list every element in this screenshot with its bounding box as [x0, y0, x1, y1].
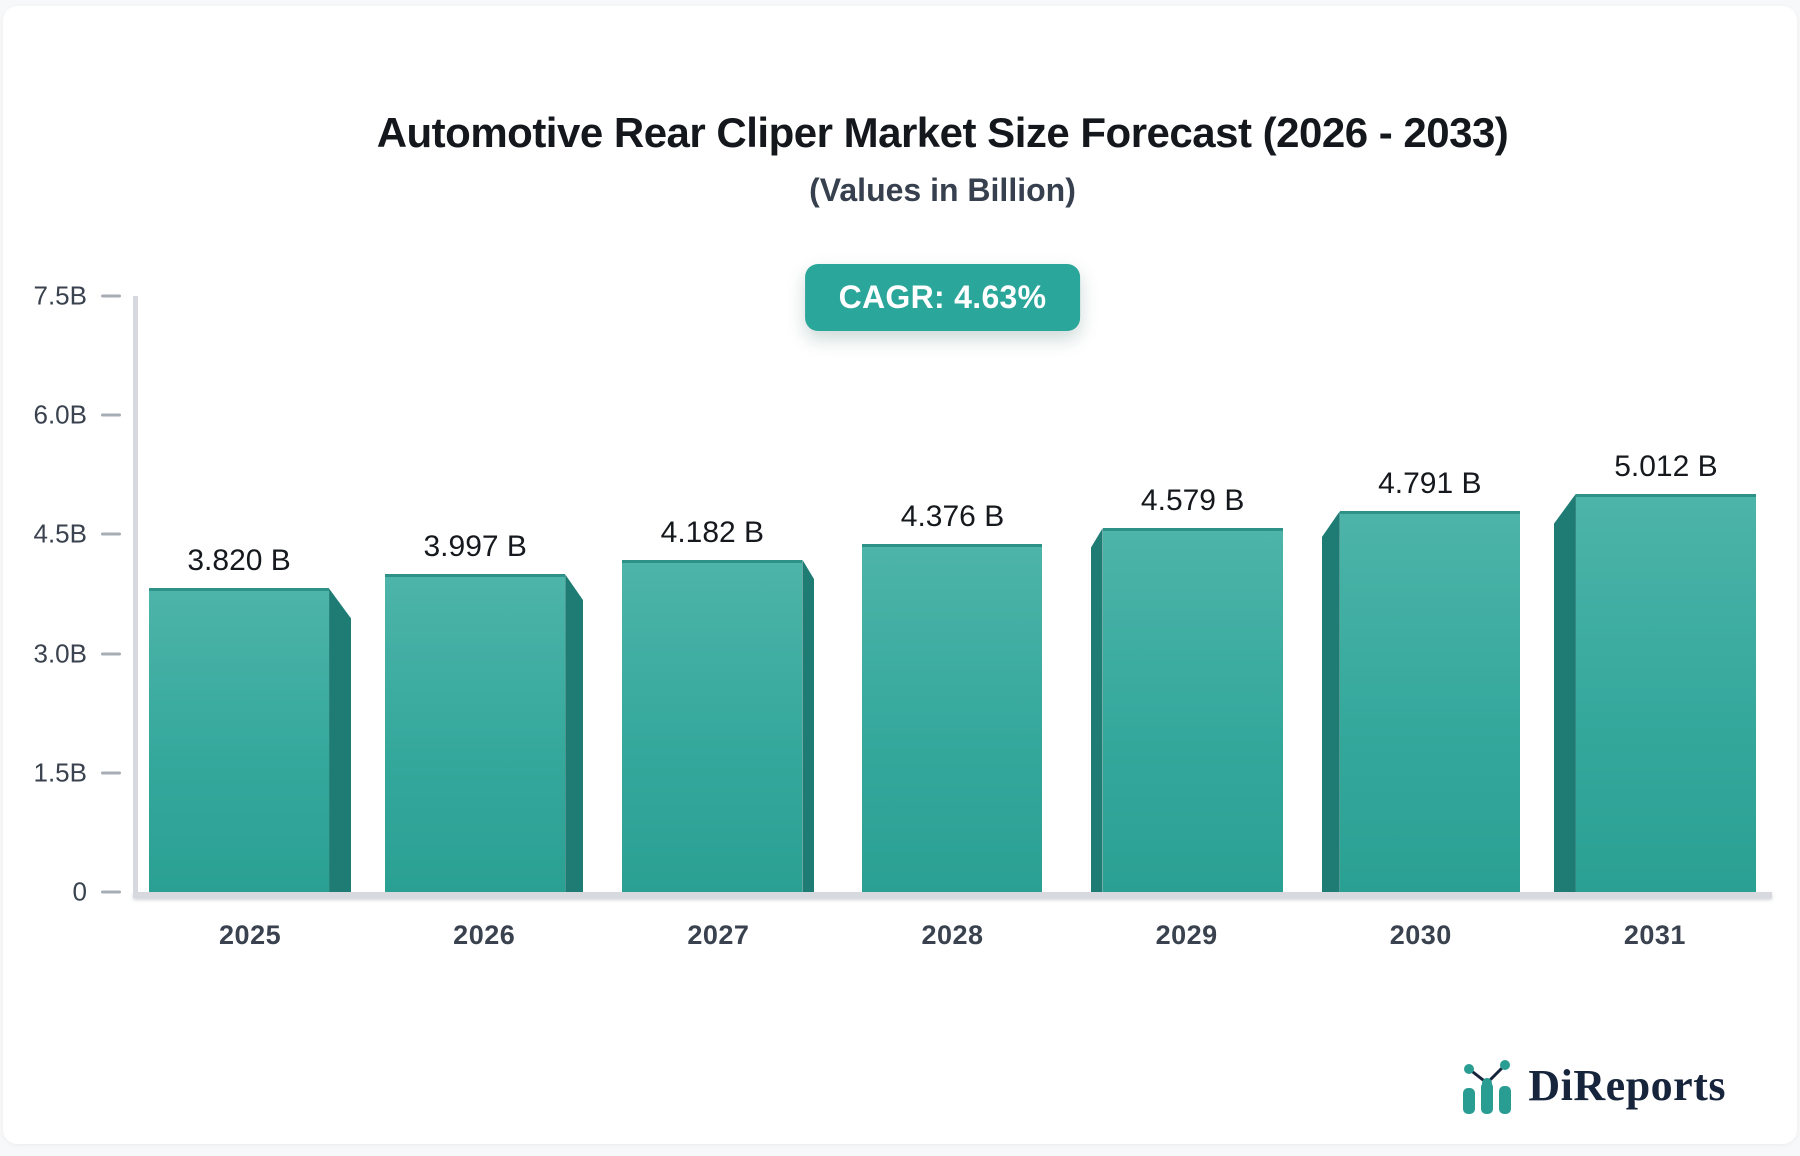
- y-tick-dash: [101, 532, 121, 536]
- chart-title: Automotive Rear Cliper Market Size Forec…: [376, 109, 1509, 156]
- bar-value-label: 3.997 B: [423, 530, 527, 564]
- y-tick-label: 4.5B: [33, 518, 88, 549]
- bar-face: [385, 574, 566, 892]
- y-tick-dash: [101, 771, 121, 775]
- x-axis-label-2030: 2030: [1389, 920, 1452, 950]
- y-tick-label: 3.0B: [33, 638, 88, 669]
- y-tick-label: 6.0B: [33, 399, 88, 430]
- y-tick-1.5B: 1.5B: [3, 757, 133, 788]
- y-tick-4.5B: 4.5B: [3, 519, 133, 550]
- y-tick-3.0B: 3.0B: [3, 638, 133, 669]
- bar-side-3d: [802, 559, 815, 892]
- bar-value-label: 4.791 B: [1378, 467, 1482, 501]
- bar-2030: [1321, 511, 1520, 892]
- cagr-badge: CAGR: 4.63%: [804, 264, 1081, 331]
- x-axis-labels: 2025 2026 2027 2028 2029 2030 2031: [133, 920, 1772, 962]
- bar-2029: [1090, 528, 1283, 892]
- chart-subtitle: (Values in Billion): [809, 172, 1076, 208]
- bar-side-3d: [1090, 528, 1103, 892]
- y-tick-0: 0: [3, 877, 133, 908]
- bar-value-label: 4.579 B: [1140, 484, 1245, 518]
- bar-value-label: 5.012 B: [1614, 449, 1718, 483]
- y-tick-dash: [101, 890, 121, 894]
- x-axis-label-2029: 2029: [1155, 920, 1218, 950]
- bar-group-2031: 5.012 B: [1538, 296, 1772, 892]
- x-axis-label-2027: 2027: [687, 920, 750, 950]
- x-axis-label-2025: 2025: [219, 920, 282, 950]
- bar-value-label: 3.820 B: [187, 544, 291, 578]
- bar-side-3d: [1321, 511, 1340, 892]
- bar-face: [622, 559, 803, 892]
- x-axis-label-2028: 2028: [921, 920, 984, 950]
- y-axis-line: [133, 296, 138, 895]
- bar-group-2026: 3.997 B: [367, 296, 601, 892]
- bar-2027: [622, 559, 815, 892]
- bar-face: [1102, 528, 1283, 892]
- y-tick-label: 1.5B: [33, 757, 88, 788]
- y-tick-6.0B: 6.0B: [3, 400, 133, 431]
- brand-logo-text: DiReports: [1528, 1060, 1726, 1110]
- bar-value-label: 4.182 B: [660, 515, 765, 549]
- x-axis-label-2031: 2031: [1623, 920, 1686, 950]
- bar-2028: [862, 544, 1043, 892]
- bar-face: [1575, 493, 1756, 892]
- bar-side-3d: [565, 574, 584, 892]
- x-axis-label-2026: 2026: [453, 920, 516, 950]
- bar-side-3d: [1553, 493, 1576, 892]
- bar-face: [862, 544, 1043, 892]
- bar-face: [149, 588, 330, 892]
- bar-value-label: 4.376 B: [900, 500, 1005, 534]
- x-axis-line: [133, 892, 1772, 898]
- y-tick-label: 7.5B: [33, 280, 88, 311]
- bar-group-2029: 4.579 B: [1070, 296, 1304, 892]
- y-tick-dash: [101, 652, 121, 656]
- bar-face: [1339, 511, 1520, 892]
- brand-logo-icon: [1463, 1060, 1512, 1114]
- bar-2026: [385, 574, 584, 892]
- brand-logo: DiReports: [1460, 1056, 1726, 1114]
- y-tick-dash: [101, 294, 121, 298]
- chart-card: Automotive Rear Cliper Market Size Forec…: [3, 6, 1797, 1144]
- y-tick-dash: [101, 413, 121, 417]
- bar-2031: [1553, 493, 1756, 892]
- y-tick-7.5B: 7.5B: [3, 281, 133, 312]
- y-axis: 7.5B 6.0B 4.5B 3.0B 1.5B 0: [3, 281, 133, 907]
- plot-area: 3.820 B 3.997 B 4.182 B 4.376 B 4.579 B 4.791…: [133, 296, 1772, 892]
- bar-group-2028: 4.376 B: [835, 296, 1069, 892]
- bar-side-3d: [329, 588, 352, 892]
- bar-group-2027: 4.182 B: [601, 296, 835, 892]
- bar-2025: [149, 588, 352, 892]
- bar-group-2025: 3.820 B: [133, 296, 367, 892]
- bar-group-2030: 4.791 B: [1304, 296, 1538, 892]
- y-tick-label: 0: [72, 876, 87, 907]
